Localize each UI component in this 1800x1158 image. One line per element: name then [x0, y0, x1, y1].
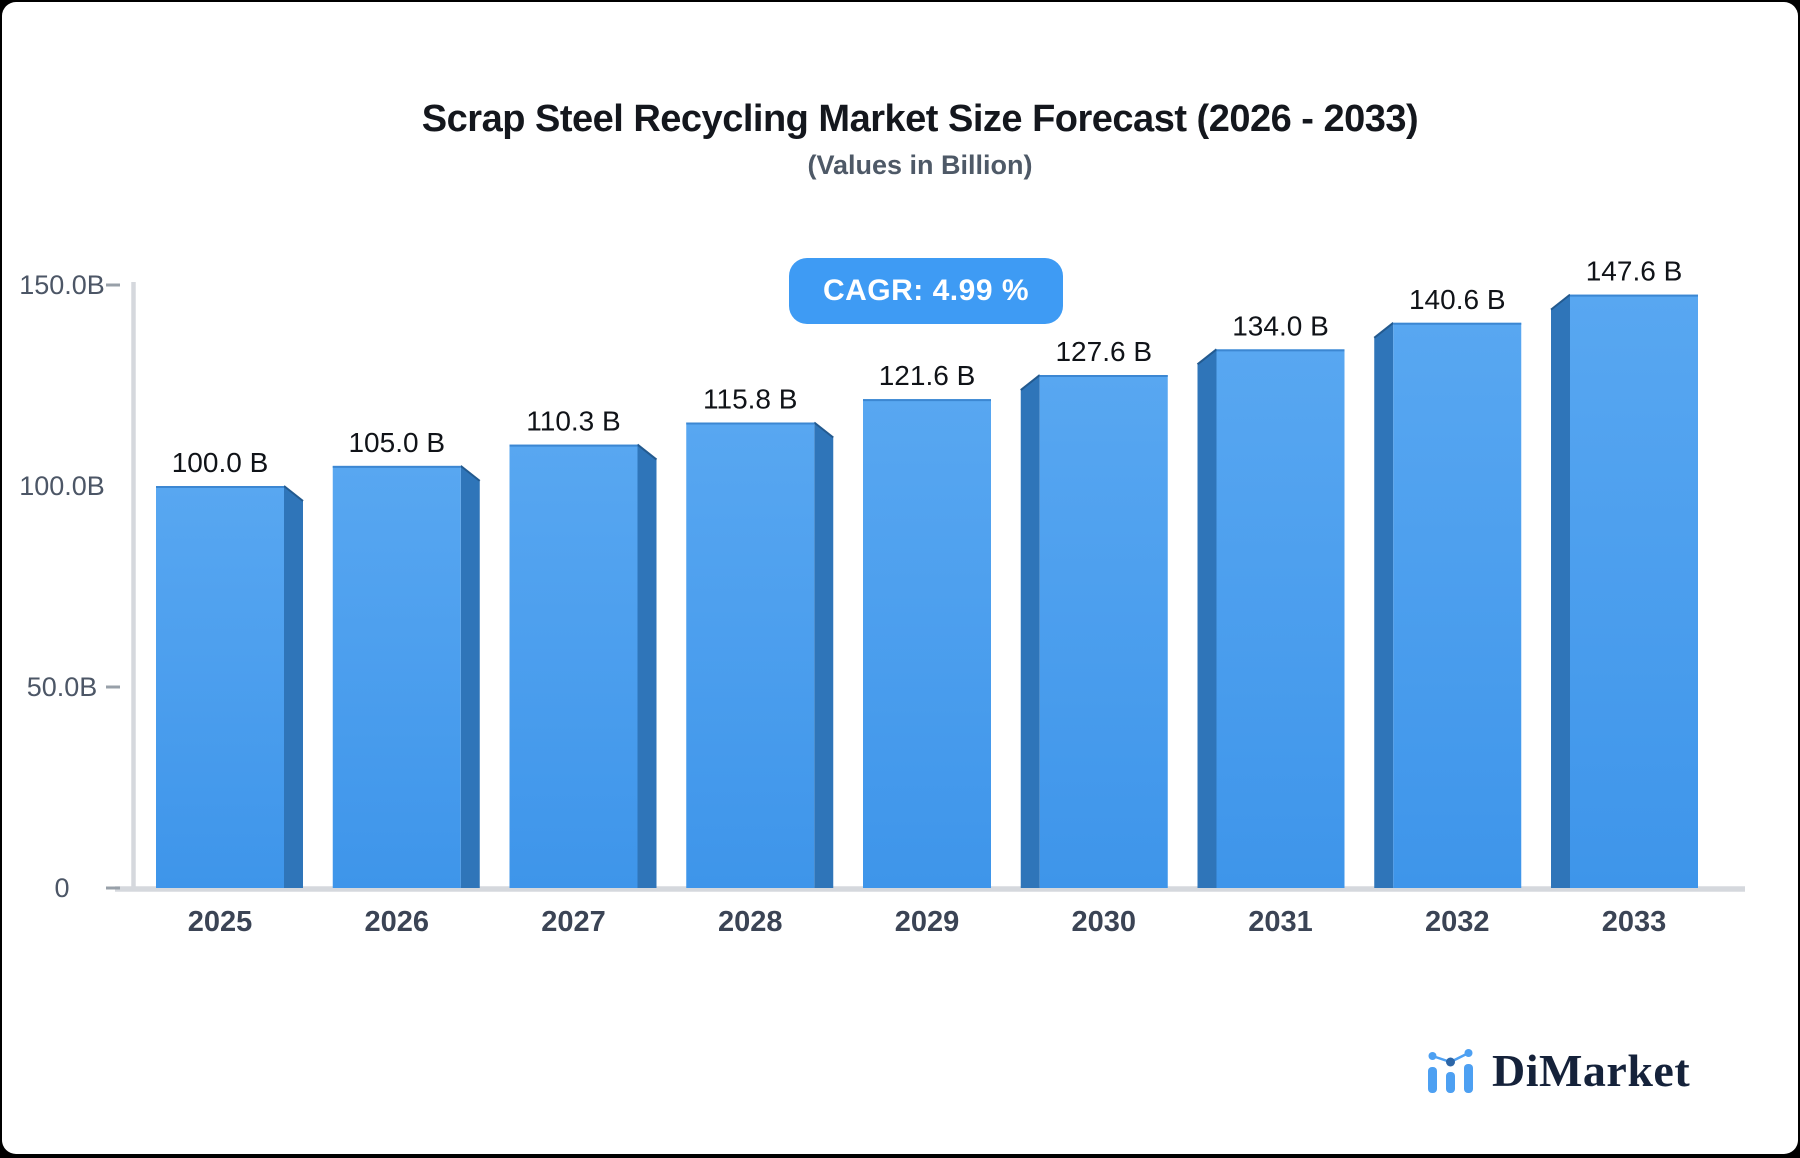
x-axis-label: 2031 [1248, 906, 1313, 938]
cagr-badge: CAGR: 4.99 % [789, 258, 1063, 324]
bar [1020, 374, 1168, 889]
bar [509, 443, 658, 888]
y-axis-label: 100.0B [19, 471, 105, 501]
y-axis-label: 150.0B [19, 270, 105, 300]
x-axis-label: 2028 [718, 906, 783, 938]
bar [1550, 293, 1698, 888]
x-axis-label: 2029 [895, 906, 960, 938]
logo: DiMarket [1426, 1044, 1690, 1097]
bar-value-label: 140.6 B [1409, 284, 1506, 315]
bar-value-label: 121.6 B [879, 360, 976, 391]
page-subtitle: (Values in Billion) [807, 150, 1033, 180]
bar-value-label: 105.0 B [348, 427, 445, 458]
bar-value-label: 110.3 B [526, 406, 620, 437]
y-axis-label: 50.0B [27, 672, 98, 702]
bar-value-label: 100.0 B [172, 447, 269, 478]
bar [1196, 348, 1345, 888]
logo-text: DiMarket [1492, 1045, 1691, 1096]
x-axis-label: 2026 [364, 906, 429, 938]
x-axis-label: 2027 [541, 906, 606, 938]
page-title: Scrap Steel Recycling Market Size Foreca… [421, 98, 1419, 140]
bar [156, 485, 304, 888]
x-axis-label: 2025 [188, 906, 253, 938]
bar [863, 399, 991, 888]
bar-value-label: 147.6 B [1586, 256, 1683, 287]
bar [332, 465, 481, 888]
bar-value-label: 127.6 B [1055, 336, 1152, 367]
bar-line-chart-icon [1428, 1048, 1473, 1093]
x-axis-label: 2032 [1425, 906, 1490, 938]
bar-value-label: 115.8 B [703, 383, 797, 414]
bar-value-label: 134.0 B [1232, 310, 1329, 341]
bar [1373, 322, 1522, 889]
y-axis-label: 0 [54, 873, 69, 903]
bar [686, 421, 834, 888]
x-axis-label: 2030 [1071, 906, 1136, 938]
x-axis-label: 2033 [1602, 906, 1667, 938]
